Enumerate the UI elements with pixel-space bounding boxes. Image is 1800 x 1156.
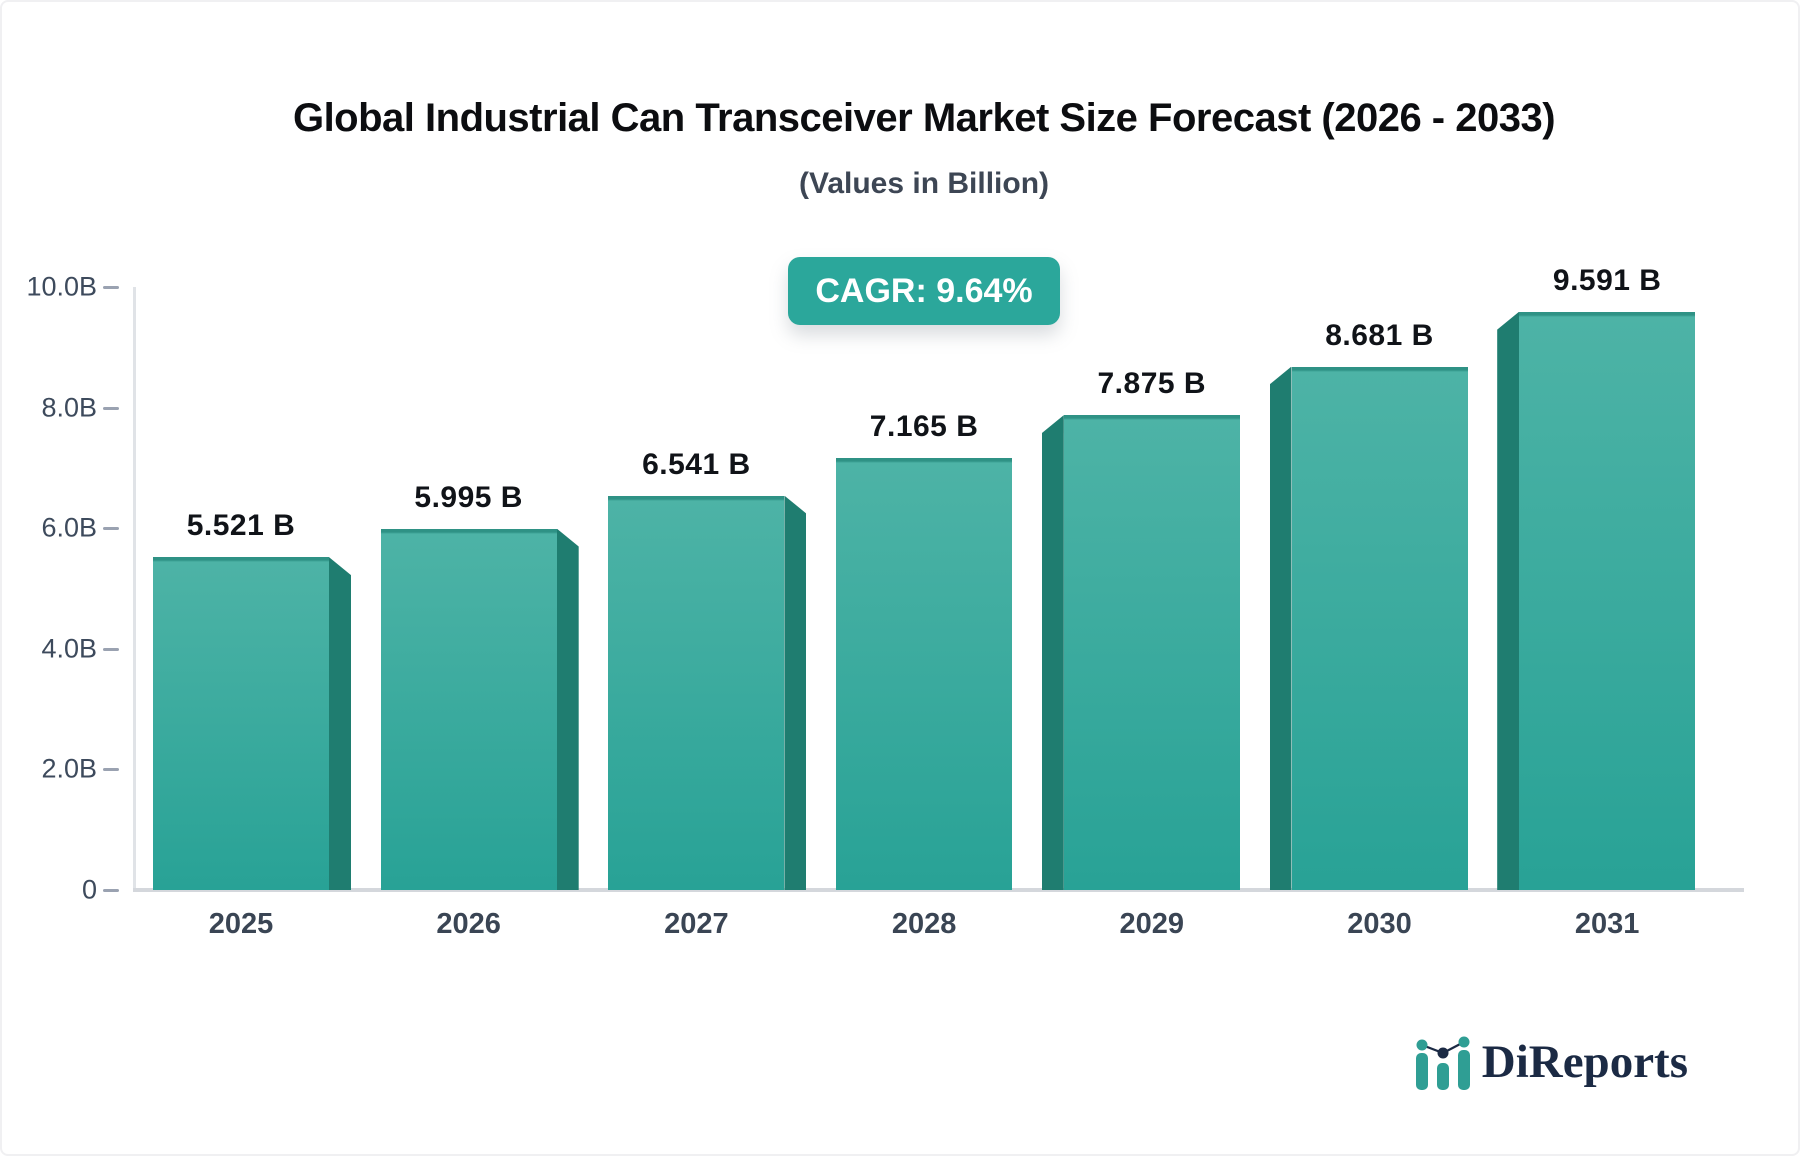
y-axis-line — [133, 287, 136, 890]
y-tick-dash-icon — [103, 647, 119, 651]
y-tick-label: 6.0B — [41, 512, 97, 543]
bar-value-label: 5.995 B — [414, 480, 523, 514]
bar-face — [380, 528, 557, 890]
x-tick-label: 2028 — [891, 908, 957, 940]
y-tick-label: 2.0B — [41, 753, 97, 784]
x-tick-label: 2030 — [1347, 908, 1412, 940]
bar-face — [1063, 415, 1240, 890]
y-tick-label: 8.0B — [41, 392, 97, 423]
bar-side-face — [1041, 415, 1064, 890]
bar-value-label: 8.681 B — [1325, 318, 1434, 352]
x-axis-line — [133, 888, 1744, 892]
x-tick-label: 2027 — [664, 908, 729, 940]
bar-value-label: 7.165 B — [869, 409, 979, 443]
y-tick-label: 0 — [81, 874, 97, 905]
x-tick-label: 2026 — [436, 908, 501, 940]
bar-face — [1291, 366, 1468, 890]
bar-face — [836, 457, 1013, 890]
bar-face — [608, 495, 785, 890]
y-tick-dash-icon — [103, 889, 119, 892]
y-tick-dash-icon — [103, 406, 119, 410]
bar-value-label: 7.875 B — [1097, 367, 1207, 401]
cagr-badge: CAGR: 9.64% — [788, 257, 1060, 325]
bar-face — [1519, 311, 1696, 890]
bar-side-face — [329, 557, 351, 890]
chart-title: Global Industrial Can Transceiver Market… — [292, 96, 1556, 140]
x-tick-label: 2029 — [1119, 908, 1185, 940]
y-tick-dash-icon — [103, 527, 119, 531]
x-tick-label: 2031 — [1574, 908, 1640, 940]
bar-side-face — [556, 528, 579, 890]
y-tick-label: 4.0B — [41, 633, 97, 664]
bar-side-face — [1269, 366, 1292, 890]
bar-value-label: 6.541 B — [642, 447, 751, 481]
logo-text: DiReports — [1481, 1036, 1688, 1088]
bar-value-label: 5.521 B — [186, 509, 296, 543]
y-tick-dash-icon — [103, 768, 119, 772]
bar-face — [153, 557, 329, 890]
bar-side-face — [784, 495, 807, 890]
x-tick-label: 2025 — [208, 908, 274, 940]
y-tick-label: 10.0B — [26, 271, 97, 302]
y-tick-dash-icon — [103, 286, 119, 289]
logo: DiReports — [1412, 1032, 1688, 1092]
bar-value-label: 9.591 B — [1552, 263, 1662, 297]
bar-chart-logo-icon — [1412, 1032, 1474, 1092]
chart-header: Global Industrial Can Transceiver Market… — [50, 96, 1798, 201]
chart-subtitle: (Values in Billion) — [798, 167, 1050, 200]
bar-side-face — [1497, 311, 1520, 890]
